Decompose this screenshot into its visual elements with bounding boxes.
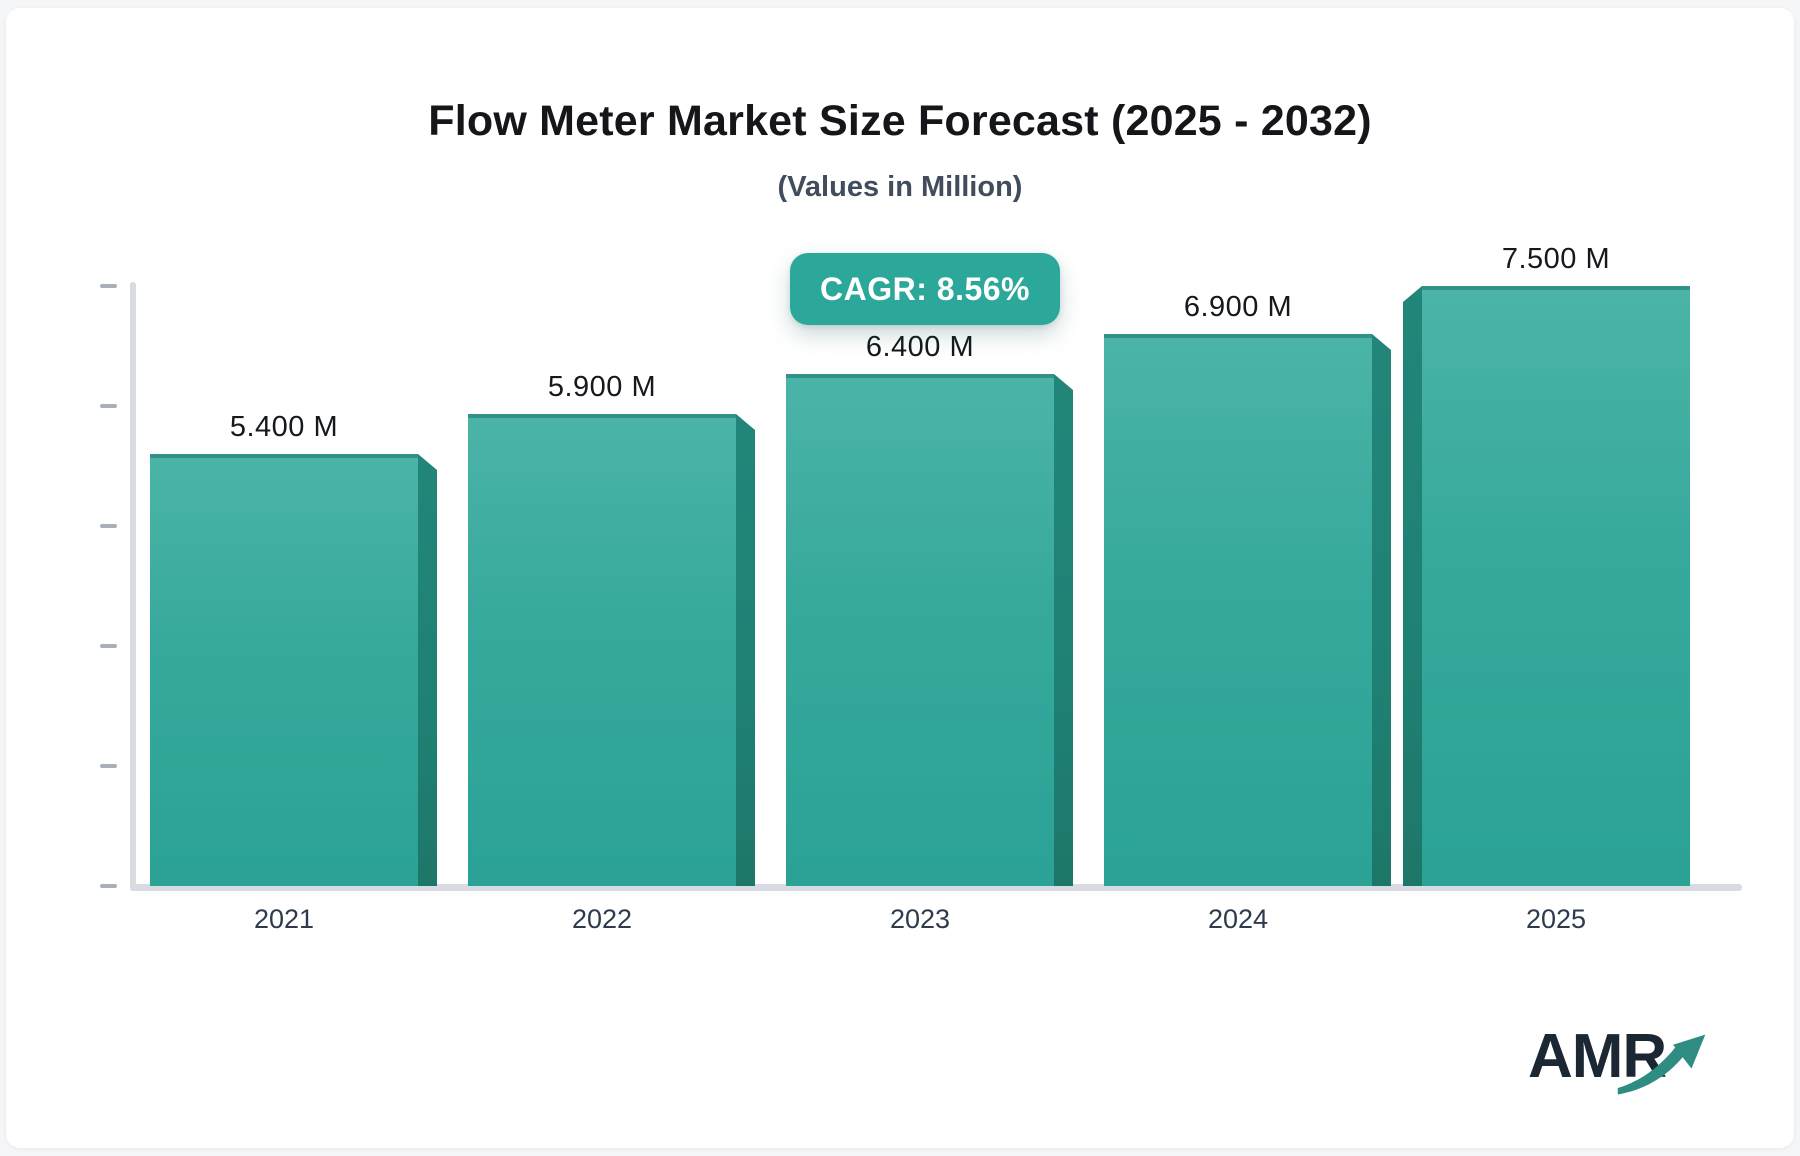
- y-tick-dash: [100, 284, 117, 288]
- bar-2025: [1422, 286, 1690, 886]
- y-axis-line: [130, 282, 136, 891]
- cagr-badge-label: CAGR: 8.56%: [820, 270, 1030, 307]
- x-axis-label: 2021: [253, 904, 315, 934]
- chart-subtitle: (Values in Million): [777, 171, 1023, 203]
- bar-top-edge: [1422, 286, 1690, 290]
- bar-top-edge: [786, 374, 1054, 378]
- bar-2024: [1104, 334, 1372, 886]
- y-tick-dash: [100, 404, 117, 408]
- cagr-badge: CAGR: 8.56%: [790, 253, 1060, 325]
- bar-3d-side: [736, 414, 755, 886]
- bar-value-label: 6.900 M: [1183, 291, 1293, 323]
- bar-3d-side: [1403, 286, 1422, 886]
- x-axis-label: 2024: [1207, 904, 1269, 934]
- growth-arrow-icon: [1617, 1034, 1706, 1095]
- y-tick-dash: [100, 644, 117, 648]
- bar-value-label: 6.400 M: [865, 331, 975, 363]
- bar-top-edge: [150, 454, 418, 458]
- bar-value-label: 5.900 M: [547, 371, 657, 403]
- bar-top-edge: [1104, 334, 1372, 338]
- x-axis-label: 2025: [1525, 904, 1587, 934]
- bar-value-label: 5.400 M: [229, 411, 339, 443]
- bar-2021: [150, 454, 418, 886]
- bar-2022: [468, 414, 736, 886]
- chart-title: Flow Meter Market Size Forecast (2025 - …: [428, 97, 1372, 145]
- x-axis-label: 2023: [889, 904, 951, 934]
- bar-3d-side: [1372, 334, 1391, 886]
- bar-top-edge: [468, 414, 736, 418]
- y-tick-dash: [100, 764, 117, 768]
- bar-2023: [786, 374, 1054, 886]
- brand-logo: AMR: [1528, 1026, 1718, 1106]
- x-axis-line: [130, 884, 1742, 891]
- x-axis-label: 2022: [571, 904, 633, 934]
- bar-3d-side: [1054, 374, 1073, 886]
- bar-3d-side: [418, 454, 437, 886]
- y-tick-dash: [100, 524, 117, 528]
- y-tick-dash: [100, 884, 117, 888]
- bar-value-label: 7.500 M: [1501, 243, 1611, 275]
